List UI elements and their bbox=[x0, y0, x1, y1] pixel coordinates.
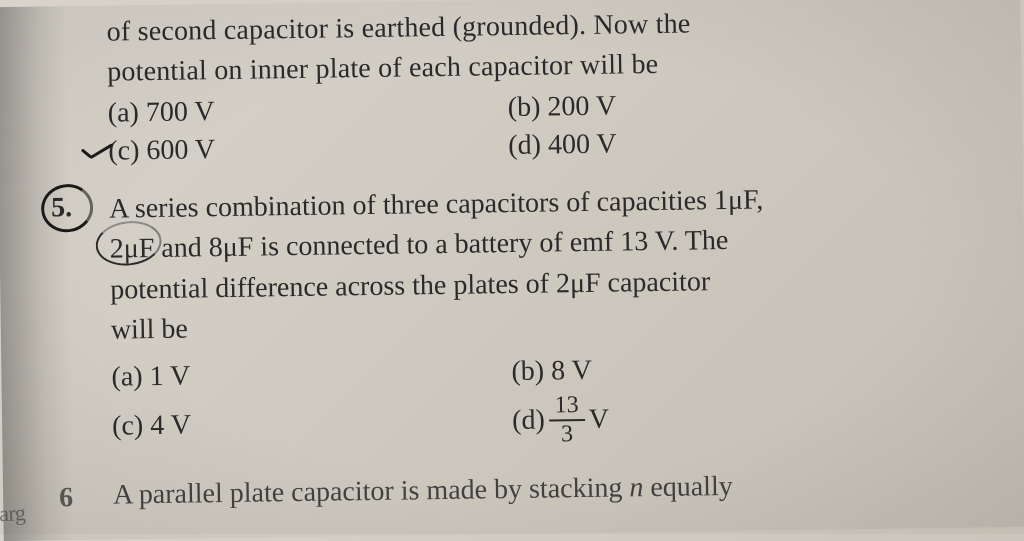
q6-block: 6 A parallel plate capacitor is made by … bbox=[113, 468, 987, 512]
q4-option-c: (c) 600 V bbox=[108, 134, 215, 166]
q4-options-row-2: (c) 600 V (d) 400 V bbox=[108, 123, 982, 167]
q5-option-d-prefix: (d) bbox=[512, 405, 545, 437]
q5-options: (a) 1 V (b) 8 V (c) 4 V (d) 13 3 V bbox=[111, 349, 986, 454]
check-mark-icon bbox=[80, 141, 114, 169]
q5-block: 5. A series combination of three capacit… bbox=[109, 177, 987, 454]
q5-option-d-suffix: V bbox=[589, 404, 610, 436]
page-content: of second capacitor is earthed (grounded… bbox=[0, 0, 1024, 521]
q6-line1-pre: A parallel plate capacitor is made by st… bbox=[113, 473, 630, 511]
q5-option-c: (c) 4 V bbox=[112, 405, 512, 443]
margin-label: charg bbox=[0, 500, 26, 528]
q4-option-a: (a) 700 V bbox=[108, 92, 508, 130]
q5-option-a: (a) 1 V bbox=[111, 356, 511, 394]
q4-option-d: (d) 400 V bbox=[508, 128, 617, 162]
q6-line1: A parallel plate capacitor is made by st… bbox=[113, 468, 987, 512]
q4-stem: of second capacitor is earthed (grounded… bbox=[106, 1, 981, 91]
q5-number: 5. bbox=[51, 192, 72, 224]
q6-line1-post: equally bbox=[643, 471, 733, 503]
q4-option-c-wrap: (c) 600 V bbox=[108, 130, 508, 168]
q4-option-b: (b) 200 V bbox=[508, 90, 617, 124]
q6-line1-n: n bbox=[629, 473, 643, 504]
q5-options-row-2: (c) 4 V (d) 13 3 V bbox=[112, 387, 987, 454]
q5-option-b: (b) 8 V bbox=[511, 355, 592, 388]
q5-option-d-num: 13 bbox=[548, 393, 584, 422]
q5-options-row-1: (a) 1 V (b) 8 V bbox=[111, 349, 985, 393]
q5-option-d: (d) 13 3 V bbox=[512, 393, 610, 449]
fraction-icon: 13 3 bbox=[548, 393, 585, 448]
q6-number: 6 bbox=[59, 482, 73, 514]
q5-option-d-den: 3 bbox=[555, 421, 579, 448]
q4-options-row-1: (a) 700 V (b) 200 V bbox=[108, 85, 982, 129]
